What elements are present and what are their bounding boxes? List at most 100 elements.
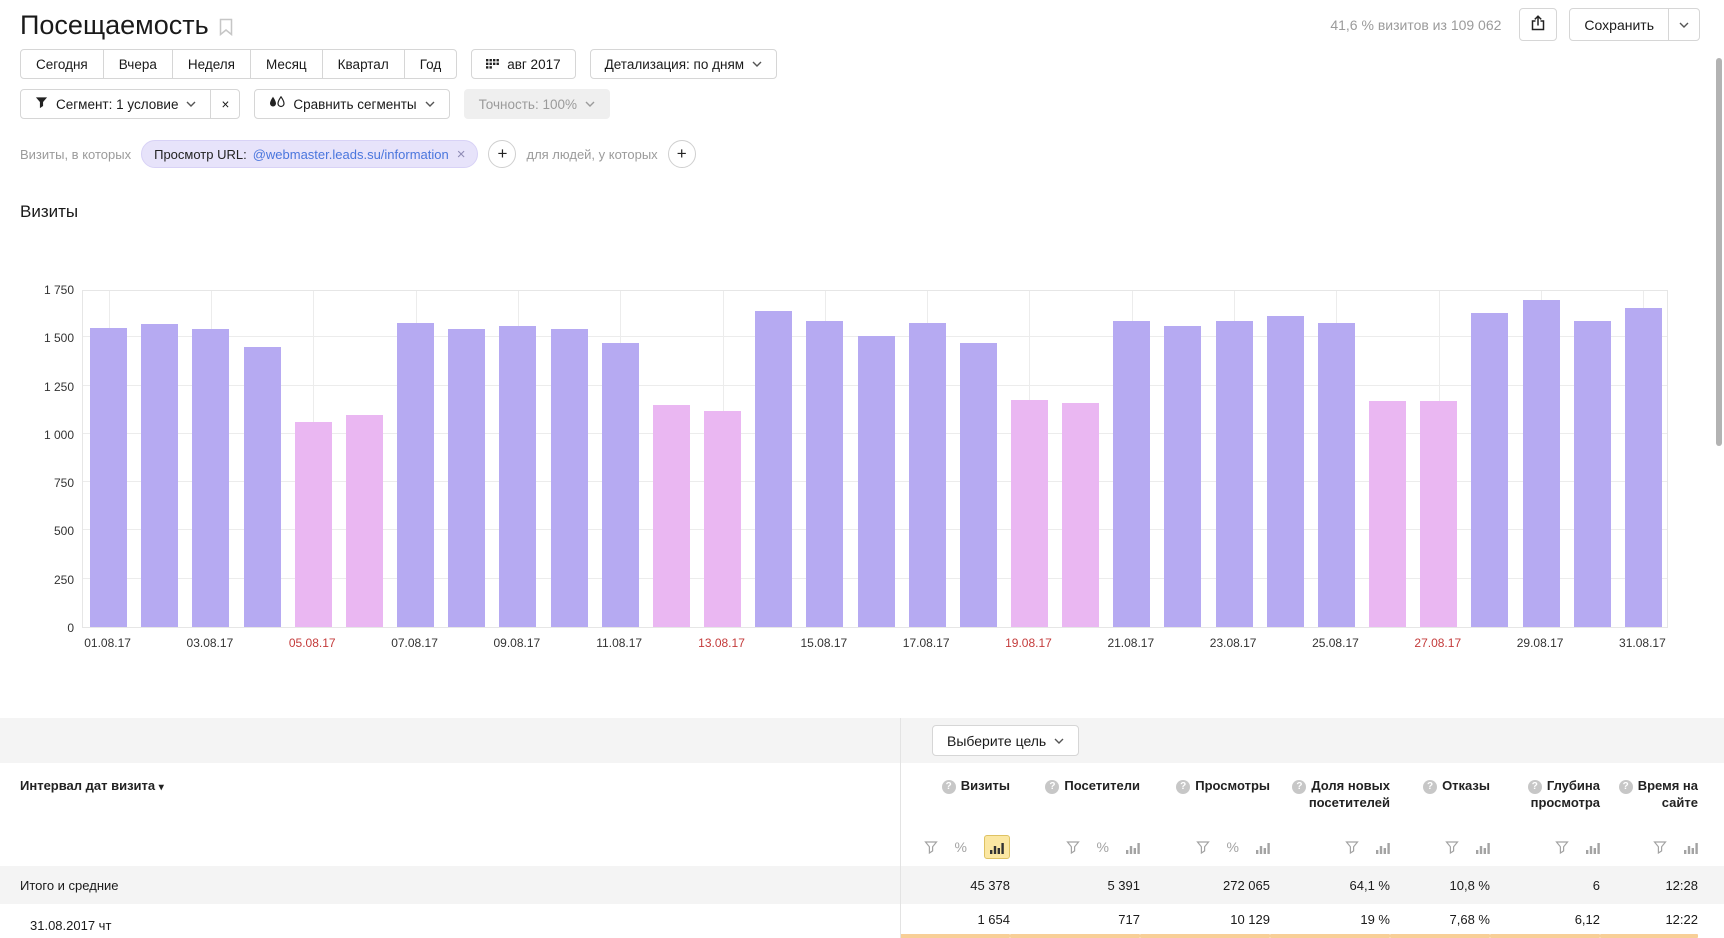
segment-toolbar: Сегмент: 1 условие × Сравнить сегменты Т… bbox=[20, 89, 610, 119]
bar-10.08.17 bbox=[550, 329, 588, 627]
chip-remove-icon[interactable]: × bbox=[456, 145, 466, 163]
bar-22.08.17 bbox=[1164, 326, 1202, 627]
filter-icon[interactable] bbox=[1195, 840, 1210, 854]
period-button-неделя[interactable]: Неделя bbox=[171, 49, 251, 79]
segment-label: Сегмент: 1 условие bbox=[56, 96, 179, 112]
help-icon[interactable]: ? bbox=[1527, 780, 1542, 794]
detail-label: Детализация: по дням bbox=[604, 56, 745, 72]
y-axis-label: 1 750 bbox=[43, 283, 74, 297]
row-value: 12:22 bbox=[1665, 912, 1698, 927]
bar-05.08.17 bbox=[294, 422, 332, 627]
add-visit-condition-button[interactable]: + bbox=[488, 140, 517, 168]
date-interval-label: Интервал дат визита bbox=[20, 778, 156, 793]
bar-26.08.17 bbox=[1369, 401, 1407, 627]
row-value: 10 129 bbox=[1230, 912, 1270, 927]
x-axis-label: 07.08.17 bbox=[391, 636, 438, 650]
filter-icon[interactable] bbox=[1065, 840, 1080, 854]
save-dropdown-button[interactable] bbox=[1668, 8, 1700, 41]
chart-icon[interactable] bbox=[984, 835, 1010, 859]
total-row-label: Итого и средние bbox=[20, 877, 119, 893]
table-icons-row: %%% bbox=[0, 833, 1724, 861]
period-button-месяц[interactable]: Месяц bbox=[249, 49, 323, 79]
chart-icon[interactable] bbox=[1476, 840, 1490, 854]
column-icon-group bbox=[1600, 833, 1698, 861]
bar-21.08.17 bbox=[1113, 321, 1151, 627]
period-button-вчера[interactable]: Вчера bbox=[102, 49, 173, 79]
column-header: ? Глубина просмотра bbox=[1490, 777, 1600, 811]
help-icon[interactable]: ? bbox=[1423, 780, 1438, 794]
chart-icon[interactable] bbox=[1126, 840, 1140, 854]
chart-icon[interactable] bbox=[1586, 840, 1600, 854]
segment-clear-button[interactable]: × bbox=[210, 89, 241, 119]
precision-label: Точность: 100% bbox=[478, 96, 577, 112]
save-button[interactable]: Сохранить bbox=[1569, 8, 1669, 41]
row-value: 1 654 bbox=[977, 912, 1010, 927]
filter-icon[interactable] bbox=[923, 840, 938, 854]
chart-icon[interactable] bbox=[1376, 840, 1390, 854]
cell-minibar bbox=[1010, 934, 1140, 938]
x-axis-label: 29.08.17 bbox=[1516, 636, 1564, 650]
calendar-label: авг 2017 bbox=[507, 56, 561, 72]
filter-icon[interactable] bbox=[1653, 840, 1667, 854]
vertical-scrollbar-thumb[interactable] bbox=[1716, 58, 1722, 446]
table-row[interactable]: 31.08.2017 чт 1 654 717 10 129 19 % 7,68 % 6,… bbox=[0, 908, 1724, 938]
row-cell: 1 654 bbox=[900, 912, 1010, 938]
bar-29.08.17 bbox=[1522, 300, 1560, 627]
x-axis-label: 03.08.17 bbox=[186, 636, 234, 650]
cell-minibar bbox=[1600, 934, 1698, 938]
period-button-сегодня[interactable]: Сегодня bbox=[20, 49, 104, 79]
x-axis-label: 01.08.17 bbox=[84, 636, 131, 650]
help-icon[interactable]: ? bbox=[1045, 780, 1060, 794]
bar-12.08.17 bbox=[652, 405, 690, 627]
y-axis-label: 0 bbox=[67, 621, 74, 635]
funnel-icon bbox=[35, 96, 48, 112]
detail-dropdown[interactable]: Детализация: по дням bbox=[589, 49, 778, 79]
cell-minibar bbox=[1490, 934, 1600, 938]
column-header-date-interval[interactable]: Интервал дат визита ▾ bbox=[0, 777, 900, 811]
bar-24.08.17 bbox=[1266, 316, 1304, 627]
bookmark-icon[interactable] bbox=[219, 12, 233, 43]
bar-02.08.17 bbox=[141, 324, 179, 627]
page-title-text: Посещаемость bbox=[20, 10, 209, 40]
choose-goal-dropdown[interactable]: Выберите цель bbox=[932, 725, 1080, 756]
y-axis-label: 750 bbox=[53, 476, 74, 491]
filter-icon[interactable] bbox=[1345, 840, 1359, 854]
period-button-год[interactable]: Год bbox=[403, 49, 458, 79]
compare-segments-dropdown[interactable]: Сравнить сегменты bbox=[254, 89, 450, 119]
bar-23.08.17 bbox=[1215, 321, 1253, 627]
column-header: ? Отказы bbox=[1390, 777, 1490, 811]
export-button[interactable] bbox=[1519, 8, 1558, 41]
help-icon[interactable]: ? bbox=[1292, 780, 1307, 794]
column-header: ? Доля новых посетителей bbox=[1270, 777, 1390, 811]
row-value: 6,12 bbox=[1574, 912, 1600, 927]
close-icon: × bbox=[221, 96, 230, 112]
url-filter-chip[interactable]: Просмотр URL: @webmaster.leads.su/inform… bbox=[141, 140, 479, 168]
column-icon-group bbox=[1270, 833, 1390, 861]
filter-icon[interactable] bbox=[1555, 840, 1569, 854]
cell-minibar bbox=[1270, 934, 1390, 938]
segment-split: Сегмент: 1 условие × bbox=[20, 89, 241, 119]
filter-suffix-label: для людей, у которых bbox=[526, 146, 658, 162]
calendar-button[interactable]: авг 2017 bbox=[471, 49, 576, 79]
percent-icon[interactable]: % bbox=[1226, 839, 1239, 855]
help-icon[interactable]: ? bbox=[1176, 780, 1191, 794]
chip-url-value: @webmaster.leads.su/information bbox=[252, 146, 449, 162]
chart-icon[interactable] bbox=[1684, 840, 1698, 854]
segment-dropdown[interactable]: Сегмент: 1 условие bbox=[20, 89, 212, 119]
bar-30.08.17 bbox=[1573, 321, 1611, 627]
period-button-квартал[interactable]: Квартал bbox=[321, 49, 405, 79]
filter-icon[interactable] bbox=[1445, 840, 1459, 854]
chart-icon[interactable] bbox=[1256, 840, 1270, 854]
add-user-condition-button[interactable]: + bbox=[667, 140, 696, 168]
help-icon[interactable]: ? bbox=[1618, 780, 1633, 794]
page-title: Посещаемость bbox=[20, 8, 233, 43]
percent-icon[interactable]: % bbox=[1096, 839, 1109, 855]
bar-14.08.17 bbox=[755, 311, 793, 627]
bar-09.08.17 bbox=[499, 326, 537, 627]
percent-icon[interactable]: % bbox=[954, 839, 967, 855]
chart-title: Визиты bbox=[20, 202, 79, 221]
x-axis-label: 31.08.17 bbox=[1619, 636, 1666, 650]
row-value: 717 bbox=[1118, 912, 1140, 927]
table-column-divider bbox=[900, 718, 901, 938]
help-icon[interactable]: ? bbox=[941, 780, 956, 794]
